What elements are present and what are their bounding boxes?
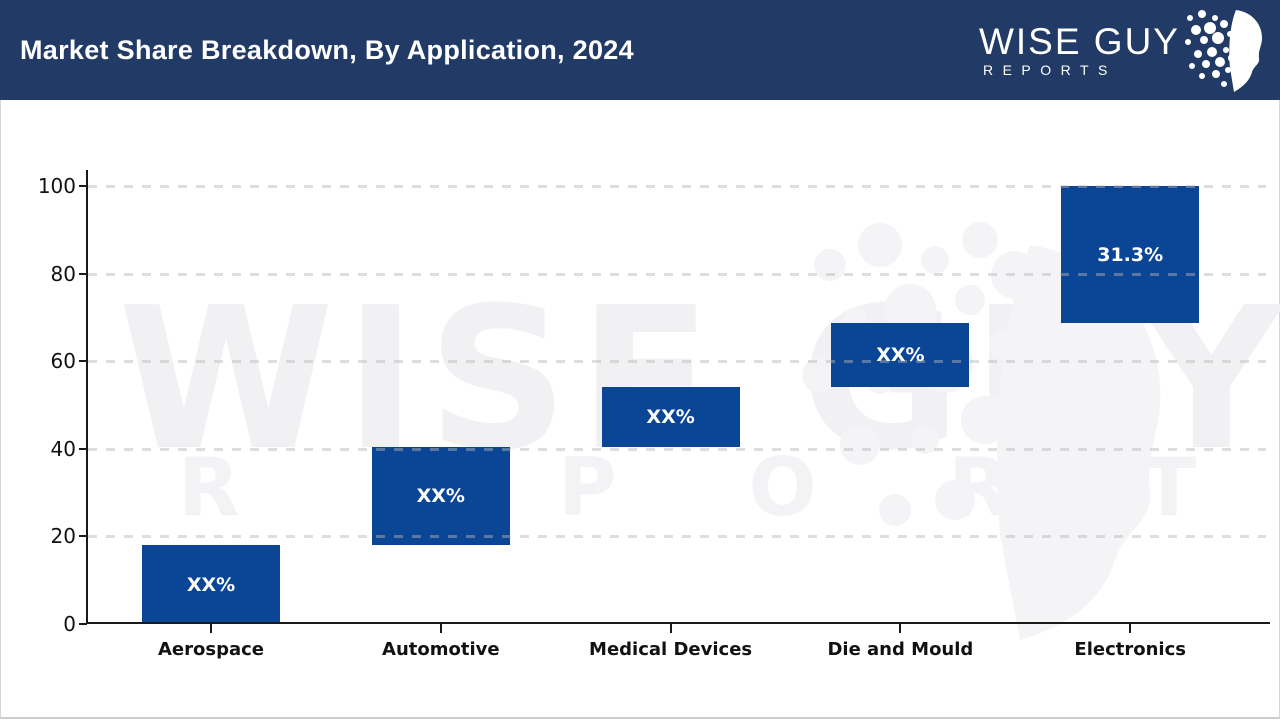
x-axis-category-label-medical-devices: Medical Devices	[589, 639, 753, 660]
y-axis-tick	[79, 447, 87, 450]
y-axis-tick-label: 80	[50, 261, 76, 286]
gridline-40	[88, 447, 1266, 451]
y-axis-tick	[79, 272, 87, 275]
y-axis-tick	[79, 185, 87, 187]
x-axis-tick	[899, 624, 902, 633]
x-axis-category-label-die-and-mould: Die and Mould	[827, 639, 974, 660]
gridline-100	[88, 185, 1266, 188]
x-axis-tick	[669, 624, 672, 633]
y-axis-tick-label: 40	[50, 436, 76, 461]
x-axis-category-label-aerospace: Aerospace	[157, 639, 264, 660]
y-axis-tick-label: 0	[63, 612, 76, 636]
logo-text: WISE GUY REPORTS	[979, 23, 1180, 77]
y-axis-tick	[79, 360, 87, 363]
bar-automotive	[371, 446, 510, 546]
x-axis-line	[86, 622, 1270, 624]
x-axis-tick	[1129, 624, 1132, 633]
header-bar: Market Share Breakdown, By Application, …	[0, 0, 1280, 100]
gridline-80	[88, 272, 1266, 276]
y-axis-tick	[79, 535, 87, 538]
y-axis-tick	[79, 623, 87, 625]
logo-subtitle: REPORTS	[982, 62, 1117, 78]
bar-medical-devices	[601, 387, 740, 447]
y-axis-line	[86, 170, 88, 624]
bar-die-and-mould	[831, 323, 970, 388]
bar-value-label-electronics: 31.3%	[1097, 243, 1164, 266]
bar-value-label-die-and-mould: XX%	[876, 344, 925, 367]
page-title: Market Share Breakdown, By Application, …	[20, 34, 634, 65]
y-axis-tick-label: 60	[50, 349, 76, 374]
bar-value-label-medical-devices: XX%	[646, 406, 695, 429]
logo-face-icon	[1185, 10, 1262, 92]
y-axis-tick-label: 100	[37, 174, 76, 198]
x-axis-category-label-electronics: Electronics	[1074, 639, 1186, 660]
gridline-60	[88, 360, 1266, 364]
logo-wordmark: WISE GUY	[978, 21, 1180, 62]
x-axis-tick	[210, 624, 212, 633]
x-axis-tick	[439, 624, 442, 633]
bar-value-label-aerospace: XX%	[186, 573, 236, 596]
y-axis-tick-label: 20	[50, 524, 76, 549]
wiseguy-logo: WISE GUY REPORTS	[979, 6, 1266, 94]
bar-electronics	[1061, 186, 1200, 324]
bar-value-label-automotive: XX%	[416, 484, 465, 507]
bar-aerospace	[142, 545, 280, 624]
gridline-20	[88, 535, 1266, 539]
x-axis-category-label-automotive: Automotive	[382, 639, 500, 660]
